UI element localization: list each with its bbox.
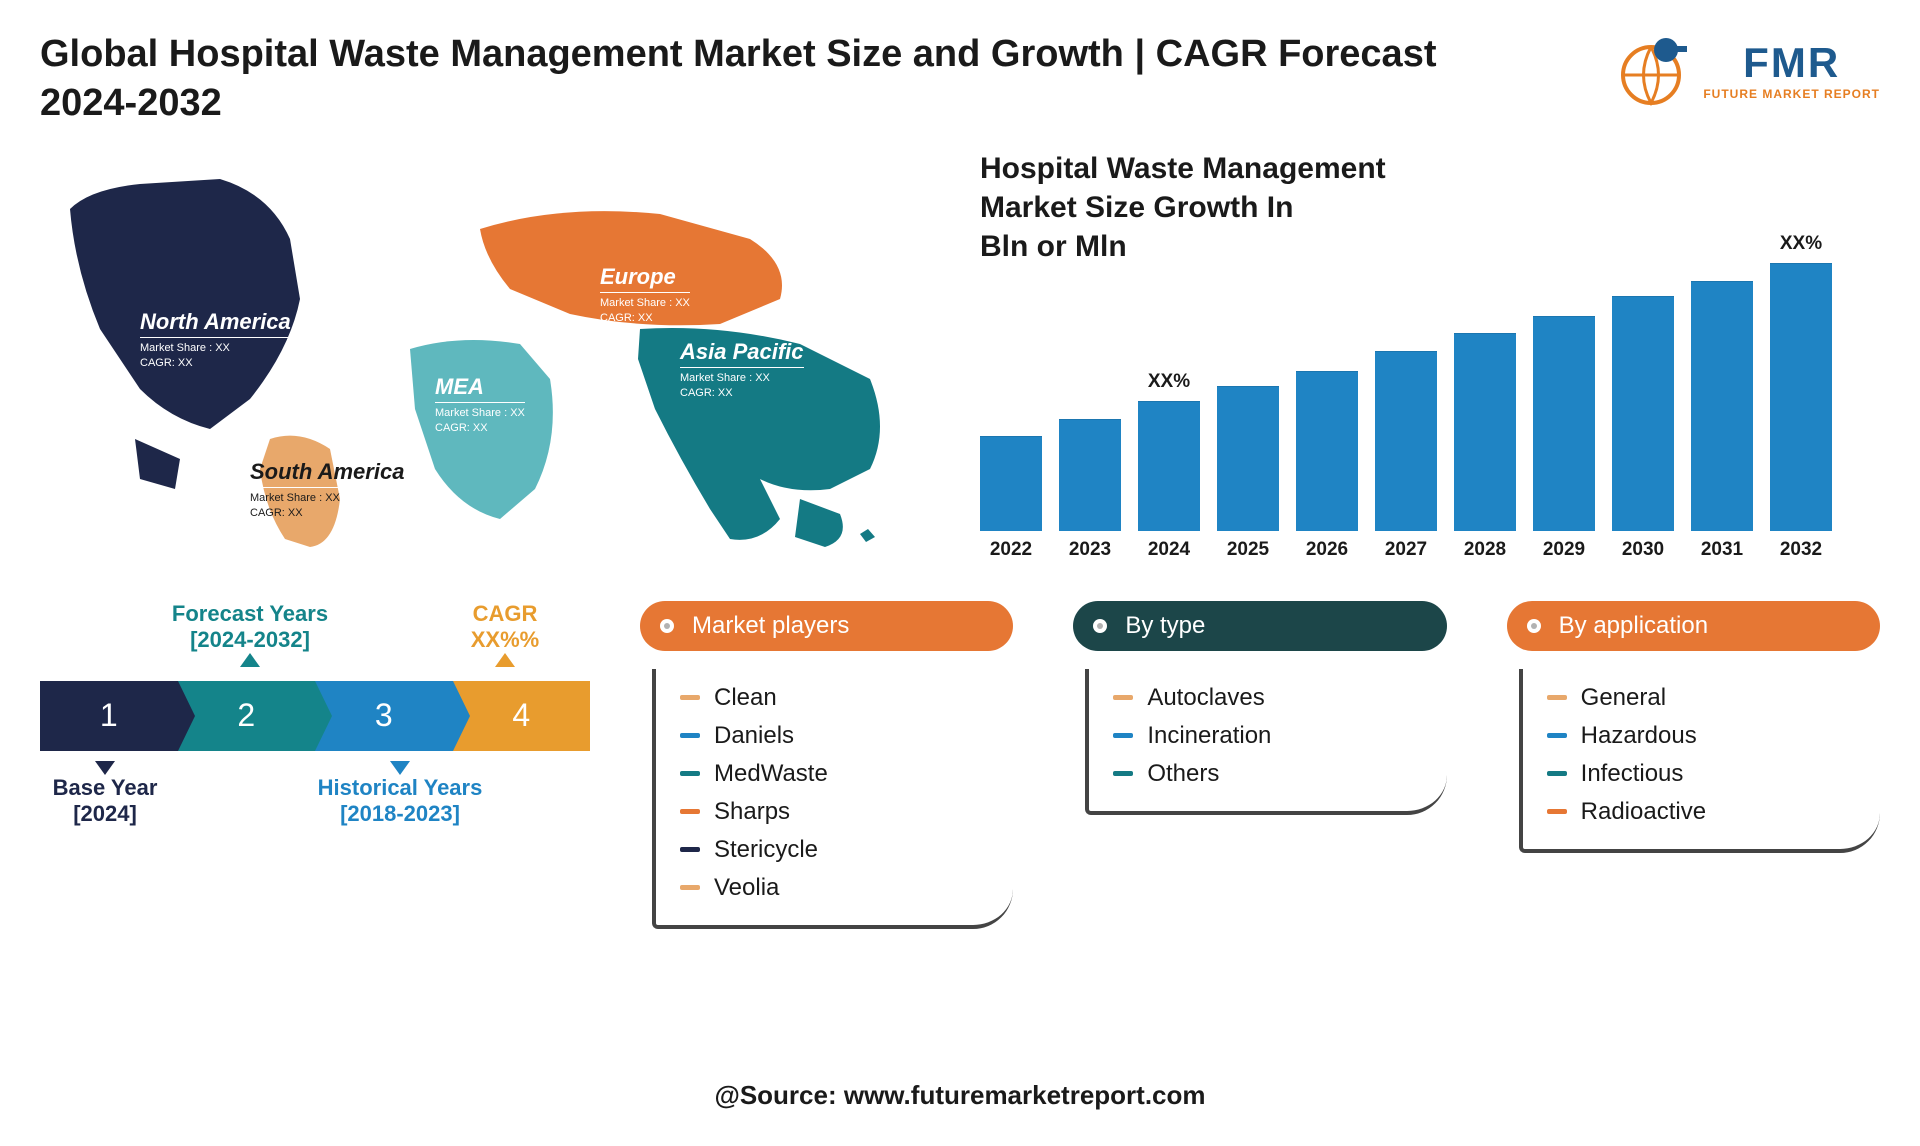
bar-2030: 2030 xyxy=(1612,296,1674,561)
logo-globe-icon xyxy=(1611,30,1691,110)
timeline-segment-3: 3 xyxy=(315,681,453,751)
bar-2026: 2026 xyxy=(1296,371,1358,561)
bar-2029: 2029 xyxy=(1533,316,1595,561)
world-map: North AmericaMarket Share : XXCAGR: XX So… xyxy=(40,149,920,549)
list-item: Sharps xyxy=(680,793,1013,831)
logo-text-sub: FUTURE MARKET REPORT xyxy=(1703,87,1880,101)
list-item: General xyxy=(1547,679,1880,717)
bar-2025: 2025 xyxy=(1217,386,1279,561)
list-item: Clean xyxy=(680,679,1013,717)
timeline: Forecast Years [2024-2032] CAGR XX%% 123… xyxy=(40,601,590,831)
logo-text-main: FMR xyxy=(1703,39,1880,87)
historical-label: Historical Years [2018-2023] xyxy=(290,761,510,827)
list-item: Hazardous xyxy=(1547,717,1880,755)
bar-2028: 2028 xyxy=(1454,333,1516,561)
region-europe: EuropeMarket Share : XXCAGR: XX xyxy=(600,264,690,327)
list-item: Daniels xyxy=(680,717,1013,755)
category-header: Market players xyxy=(640,601,1013,651)
bar-2027: 2027 xyxy=(1375,351,1437,561)
page-title: Global Hospital Waste Management Market … xyxy=(40,30,1440,129)
list-item: Infectious xyxy=(1547,755,1880,793)
source-attribution: @Source: www.futuremarketreport.com xyxy=(714,1080,1205,1111)
forecast-label: Forecast Years [2024-2032] xyxy=(160,601,340,667)
bar-2032: XX%2032 xyxy=(1770,263,1832,561)
bar-2024: XX%2024 xyxy=(1138,401,1200,561)
region-asia-pacific: Asia PacificMarket Share : XXCAGR: XX xyxy=(680,339,804,402)
list-item: Veolia xyxy=(680,869,1013,907)
category-header: By application xyxy=(1507,601,1880,651)
category-header: By type xyxy=(1073,601,1446,651)
timeline-segment-1: 1 xyxy=(40,681,178,751)
category-market-players: Market players CleanDanielsMedWasteSharps… xyxy=(640,601,1013,929)
category-by-application: By application GeneralHazardousInfectious… xyxy=(1507,601,1880,929)
list-item: Incineration xyxy=(1113,717,1446,755)
bar-2023: 2023 xyxy=(1059,419,1121,561)
category-by-type: By type AutoclavesIncinerationOthers xyxy=(1073,601,1446,929)
bar-2031: 2031 xyxy=(1691,281,1753,561)
region-south-america: South AmericaMarket Share : XXCAGR: XX xyxy=(250,459,404,522)
list-item: Radioactive xyxy=(1547,793,1880,831)
region-mea: MEAMarket Share : XXCAGR: XX xyxy=(435,374,525,437)
bar-chart: Hospital Waste ManagementMarket Size Gro… xyxy=(960,149,1880,561)
cagr-label: CAGR XX%% xyxy=(455,601,555,667)
timeline-segment-2: 2 xyxy=(178,681,316,751)
list-item: Autoclaves xyxy=(1113,679,1446,717)
logo: FMR FUTURE MARKET REPORT xyxy=(1611,30,1880,110)
list-item: MedWaste xyxy=(680,755,1013,793)
list-item: Others xyxy=(1113,755,1446,793)
bar-chart-title: Hospital Waste ManagementMarket Size Gro… xyxy=(980,149,1880,266)
base-year-label: Base Year [2024] xyxy=(30,761,180,827)
region-north-america: North AmericaMarket Share : XXCAGR: XX xyxy=(140,309,291,372)
list-item: Stericycle xyxy=(680,831,1013,869)
timeline-segment-4: 4 xyxy=(453,681,591,751)
bar-2022: 2022 xyxy=(980,436,1042,561)
